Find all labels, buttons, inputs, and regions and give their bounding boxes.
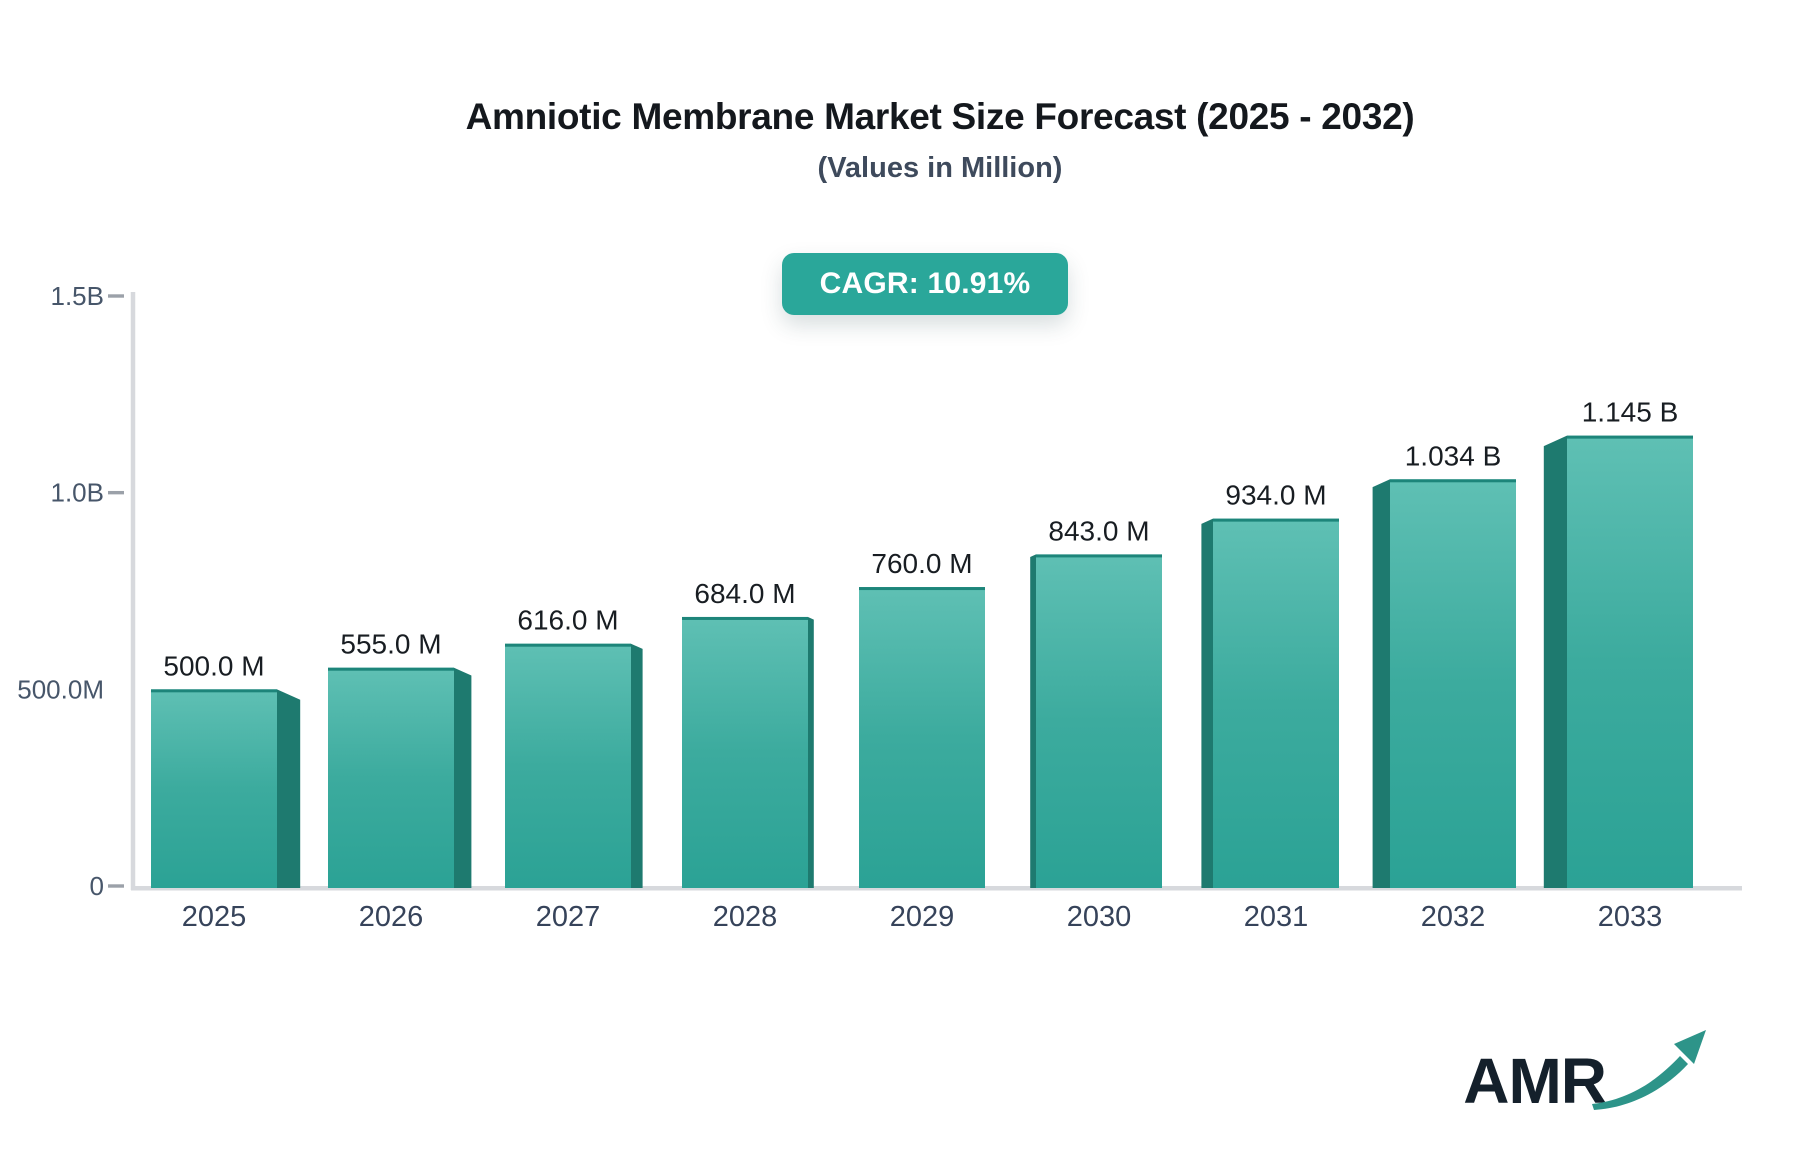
x-axis-label: 2031 [1244, 901, 1309, 933]
bar-top-edge [505, 643, 631, 647]
x-axis-line [131, 886, 1742, 891]
bar-value-label: 760.0 M [871, 548, 972, 579]
y-axis-label: 1.0B [51, 478, 105, 508]
bar [859, 587, 985, 888]
bar-top-edge [859, 587, 985, 591]
bar-side-face [1543, 435, 1567, 888]
bar-side-face [454, 667, 472, 888]
bar-value-label: 684.0 M [694, 578, 795, 609]
bar-value-label: 843.0 M [1048, 515, 1149, 546]
cagr-badge: CAGR: 10.91% [782, 253, 1068, 315]
bar [682, 616, 808, 888]
y-tick-dash [108, 294, 124, 298]
amr-logo-text: AMR [1463, 1045, 1607, 1118]
bar-top-edge [1213, 518, 1339, 522]
x-axis-label: 2025 [182, 901, 247, 933]
bar-side-face [1030, 554, 1036, 888]
y-axis-label: 500.0M [17, 674, 104, 704]
bar [328, 667, 454, 888]
x-axis-label: 2029 [890, 901, 955, 933]
bar-side-face [277, 689, 301, 888]
bar [1390, 479, 1516, 888]
bar-value-label: 500.0 M [163, 650, 264, 681]
y-tick-dash [108, 884, 124, 888]
bar-top-edge [151, 689, 277, 693]
bar-value-label: 1.034 B [1405, 440, 1502, 471]
bar-value-label: 1.145 B [1582, 397, 1679, 428]
y-axis-line [130, 292, 136, 890]
chart-header: Amniotic Membrane Market Size Forecast (… [70, 0, 1800, 185]
x-axis-label: 2028 [713, 901, 778, 933]
bar-side-face [1201, 518, 1213, 888]
bar-top-edge [328, 667, 454, 671]
bar-side-face [1372, 479, 1390, 888]
cagr-badge-label: CAGR: 10.91% [819, 267, 1031, 300]
x-axis-label: 2033 [1598, 901, 1663, 933]
bar-top-edge [682, 616, 808, 620]
amr-logo: AMR [1463, 1028, 1712, 1118]
bar-top-edge [1567, 435, 1693, 439]
growth-arrow-icon [1592, 1030, 1706, 1110]
bar [1213, 518, 1339, 888]
bar-top-edge [1390, 479, 1516, 483]
bar-value-label: 555.0 M [340, 629, 441, 660]
y-axis-label: 0 [90, 871, 104, 901]
x-axis-label: 2026 [359, 901, 424, 933]
page-title: Amniotic Membrane Market Size Forecast (… [465, 96, 1415, 137]
x-axis-label: 2032 [1421, 901, 1486, 933]
x-axis-label: 2030 [1067, 901, 1132, 933]
bar [505, 643, 631, 888]
bar [1036, 554, 1162, 888]
bar-value-label: 934.0 M [1225, 480, 1326, 511]
bar-value-label: 616.0 M [517, 605, 618, 636]
chart-subtitle: (Values in Million) [817, 152, 1063, 184]
y-axis-label: 1.5B [51, 281, 105, 311]
x-axis-label: 2027 [536, 901, 601, 933]
bar-top-edge [1036, 554, 1162, 558]
bar [151, 689, 277, 888]
bar-side-face [808, 616, 814, 888]
bar-side-face [631, 643, 643, 888]
y-tick-dash [108, 490, 124, 495]
bar [1567, 435, 1693, 888]
